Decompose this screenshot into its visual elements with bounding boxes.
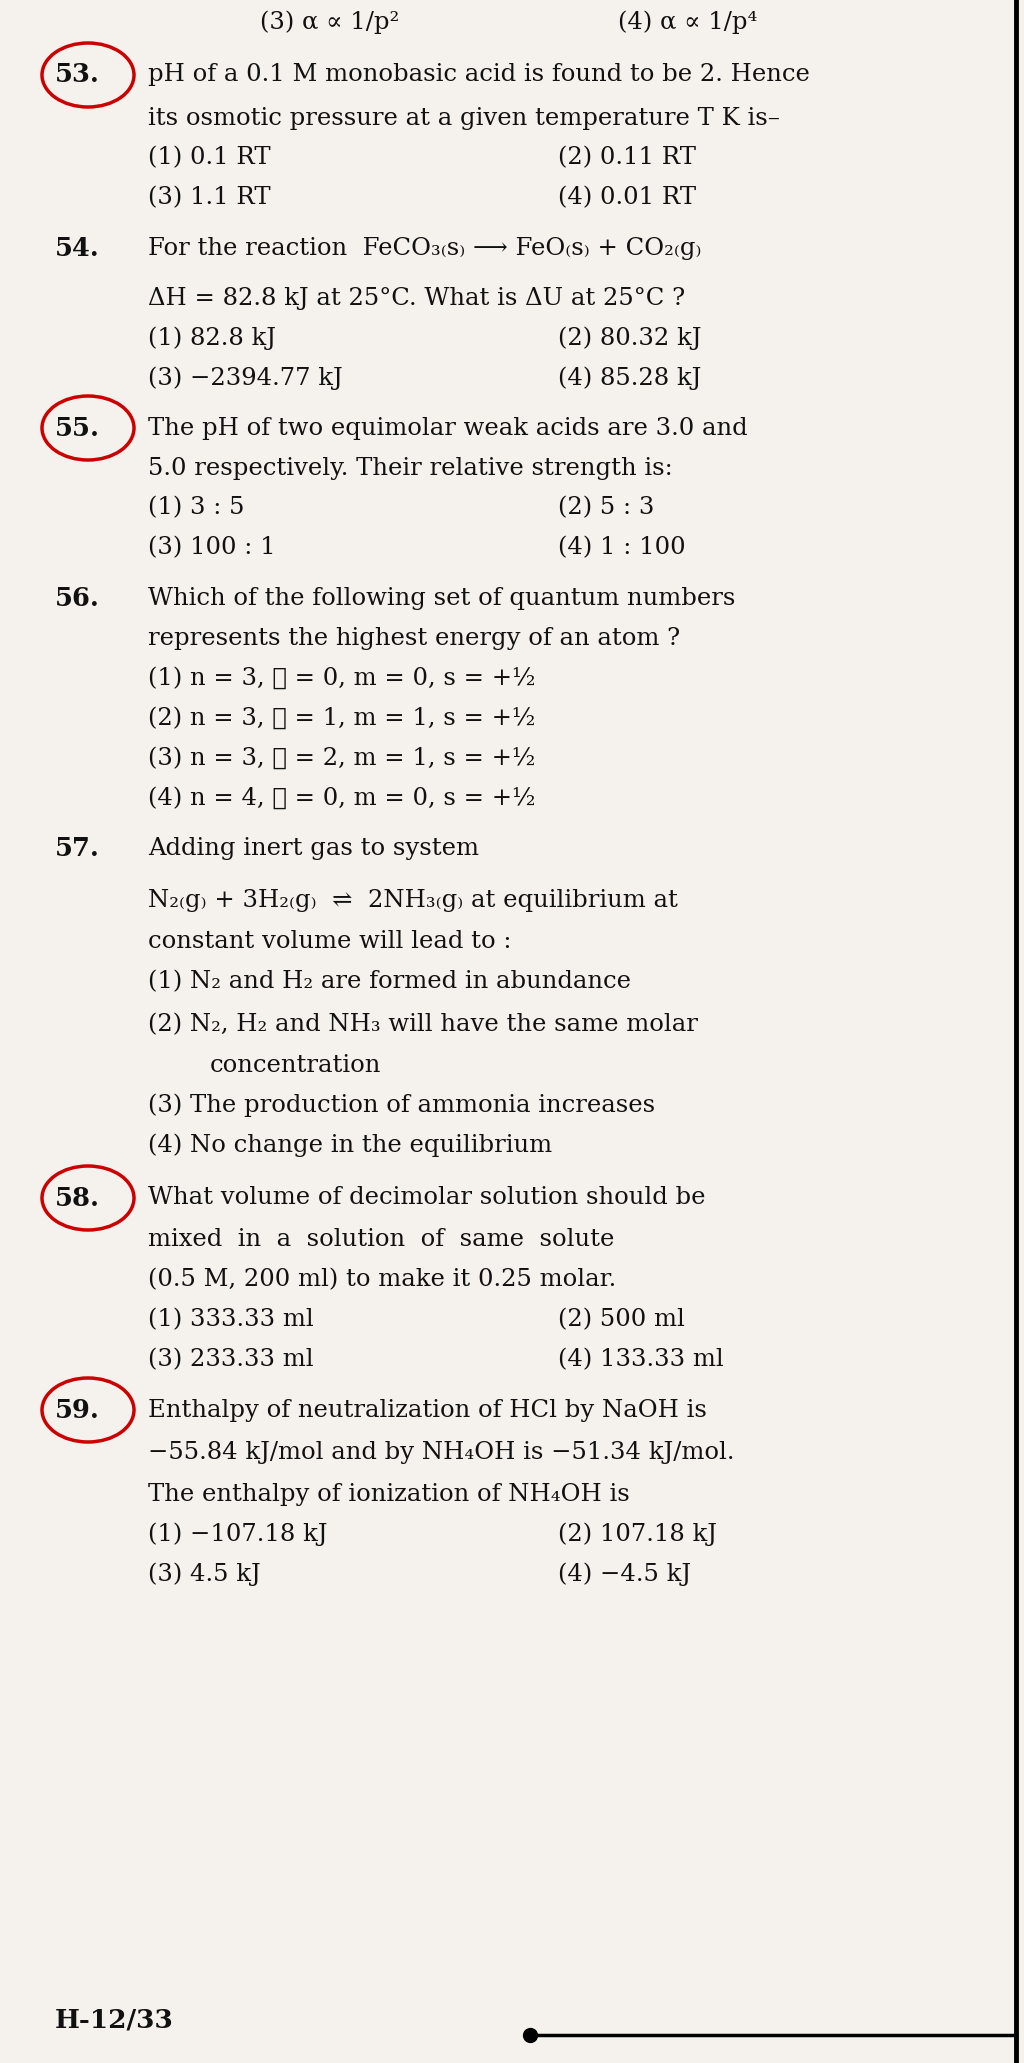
Text: constant volume will lead to :: constant volume will lead to : — [148, 930, 512, 953]
Text: (1) 3 : 5: (1) 3 : 5 — [148, 497, 245, 520]
Text: (4) n = 4, ℓ = 0, m = 0, s = +½: (4) n = 4, ℓ = 0, m = 0, s = +½ — [148, 786, 536, 809]
Text: (1) N₂ and H₂ are formed in abundance: (1) N₂ and H₂ are formed in abundance — [148, 970, 631, 994]
Text: 59.: 59. — [55, 1397, 100, 1423]
Text: pH of a 0.1 M monobasic acid is found to be 2. Hence: pH of a 0.1 M monobasic acid is found to… — [148, 64, 810, 87]
Text: mixed  in  a  solution  of  same  solute: mixed in a solution of same solute — [148, 1227, 614, 1252]
Text: Enthalpy of neutralization of HCl by NaOH is: Enthalpy of neutralization of HCl by NaO… — [148, 1399, 707, 1421]
Text: (4) α ∝ 1/p⁴: (4) α ∝ 1/p⁴ — [618, 10, 758, 33]
Text: (4) 1 : 100: (4) 1 : 100 — [558, 536, 686, 559]
Text: 55.: 55. — [55, 415, 100, 441]
Text: (3) 1.1 RT: (3) 1.1 RT — [148, 186, 270, 210]
Text: (3) n = 3, ℓ = 2, m = 1, s = +½: (3) n = 3, ℓ = 2, m = 1, s = +½ — [148, 747, 536, 769]
Text: (2) 0.11 RT: (2) 0.11 RT — [558, 146, 696, 169]
Text: 56.: 56. — [55, 586, 100, 611]
Text: (2) 80.32 kJ: (2) 80.32 kJ — [558, 326, 701, 351]
Text: Adding inert gas to system: Adding inert gas to system — [148, 836, 479, 860]
Text: ΔH = 82.8 kJ at 25°C. What is ΔU at 25°C ?: ΔH = 82.8 kJ at 25°C. What is ΔU at 25°C… — [148, 287, 685, 309]
Text: (0.5 M, 200 ml) to make it 0.25 molar.: (0.5 M, 200 ml) to make it 0.25 molar. — [148, 1269, 616, 1291]
Text: 58.: 58. — [55, 1186, 100, 1211]
Text: (3) The production of ammonia increases: (3) The production of ammonia increases — [148, 1093, 655, 1116]
Text: (1) 82.8 kJ: (1) 82.8 kJ — [148, 326, 276, 351]
Text: −55.84 kJ/mol and by NH₄OH is −51.34 kJ/mol.: −55.84 kJ/mol and by NH₄OH is −51.34 kJ/… — [148, 1440, 734, 1463]
Text: concentration: concentration — [210, 1054, 381, 1077]
Text: (1) 333.33 ml: (1) 333.33 ml — [148, 1308, 313, 1331]
Text: (3) 4.5 kJ: (3) 4.5 kJ — [148, 1562, 261, 1586]
Text: (2) N₂, H₂ and NH₃ will have the same molar: (2) N₂, H₂ and NH₃ will have the same mo… — [148, 1013, 698, 1036]
Text: The enthalpy of ionization of NH₄OH is: The enthalpy of ionization of NH₄OH is — [148, 1483, 630, 1506]
Text: For the reaction  FeCO₃₍s₎ ⟶ FeO₍s₎ + CO₂₍g₎: For the reaction FeCO₃₍s₎ ⟶ FeO₍s₎ + CO₂… — [148, 237, 701, 260]
Text: What volume of decimolar solution should be: What volume of decimolar solution should… — [148, 1186, 706, 1209]
Text: (4) No change in the equilibrium: (4) No change in the equilibrium — [148, 1133, 552, 1157]
Text: 53.: 53. — [55, 62, 100, 87]
Text: (3) 233.33 ml: (3) 233.33 ml — [148, 1349, 313, 1372]
Text: (4) 85.28 kJ: (4) 85.28 kJ — [558, 367, 701, 390]
Text: 5.0 respectively. Their relative strength is:: 5.0 respectively. Their relative strengt… — [148, 456, 673, 479]
Text: (4) −4.5 kJ: (4) −4.5 kJ — [558, 1562, 691, 1586]
Text: (2) 107.18 kJ: (2) 107.18 kJ — [558, 1522, 717, 1545]
Text: Which of the following set of quantum numbers: Which of the following set of quantum nu… — [148, 586, 735, 609]
Text: (2) 5 : 3: (2) 5 : 3 — [558, 497, 654, 520]
Text: (2) n = 3, ℓ = 1, m = 1, s = +½: (2) n = 3, ℓ = 1, m = 1, s = +½ — [148, 706, 536, 730]
Text: represents the highest energy of an atom ?: represents the highest energy of an atom… — [148, 627, 680, 650]
Text: N₂₍g₎ + 3H₂₍g₎  ⇌  2NH₃₍g₎ at equilibrium at: N₂₍g₎ + 3H₂₍g₎ ⇌ 2NH₃₍g₎ at equilibrium … — [148, 889, 678, 912]
Text: 57.: 57. — [55, 836, 100, 860]
Text: H-12/33: H-12/33 — [55, 2007, 174, 2032]
Text: (3) −2394.77 kJ: (3) −2394.77 kJ — [148, 367, 343, 390]
Text: The pH of two equimolar weak acids are 3.0 and: The pH of two equimolar weak acids are 3… — [148, 417, 748, 439]
Text: (1) 0.1 RT: (1) 0.1 RT — [148, 146, 270, 169]
Text: (2) 500 ml: (2) 500 ml — [558, 1308, 685, 1331]
Text: (3) α ∝ 1/p²: (3) α ∝ 1/p² — [260, 10, 399, 33]
Text: (3) 100 : 1: (3) 100 : 1 — [148, 536, 275, 559]
Text: 54.: 54. — [55, 235, 99, 260]
Text: its osmotic pressure at a given temperature T K is–: its osmotic pressure at a given temperat… — [148, 107, 780, 130]
Text: (1) n = 3, ℓ = 0, m = 0, s = +½: (1) n = 3, ℓ = 0, m = 0, s = +½ — [148, 666, 536, 689]
Text: (4) 133.33 ml: (4) 133.33 ml — [558, 1349, 724, 1372]
Text: (1) −107.18 kJ: (1) −107.18 kJ — [148, 1522, 328, 1545]
Text: (4) 0.01 RT: (4) 0.01 RT — [558, 186, 696, 210]
